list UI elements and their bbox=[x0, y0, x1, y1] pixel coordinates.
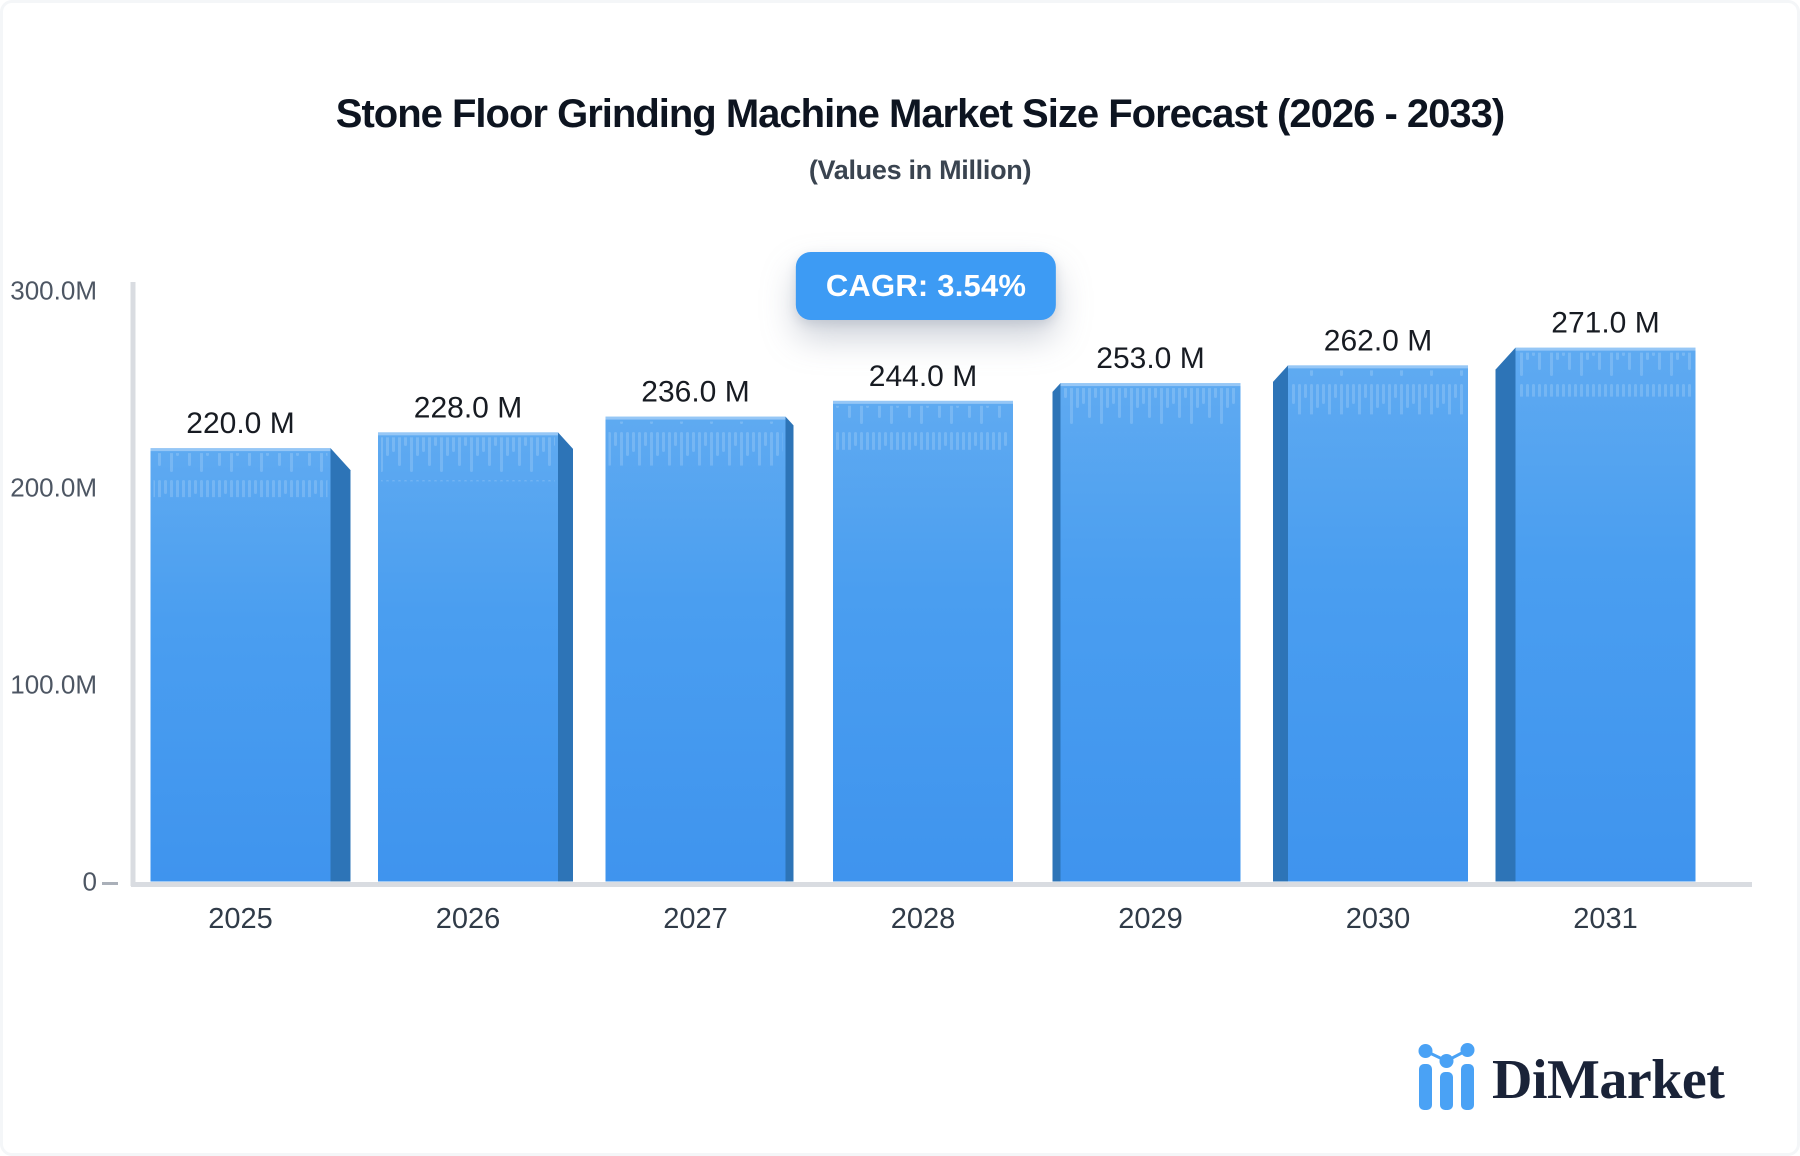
bar-2031[interactable] bbox=[1515, 347, 1696, 882]
bar-top-highlight bbox=[833, 400, 1013, 404]
bar-side-face bbox=[330, 448, 351, 882]
chart-header: Stone Floor Grinding Machine Market Size… bbox=[20, 92, 1800, 186]
bar-value-label: 236.0 M bbox=[641, 376, 749, 409]
chart-subtitle: (Values in Million) bbox=[808, 155, 1032, 185]
bar-top-texture bbox=[1518, 352, 1693, 397]
bar-top-highlight bbox=[1288, 365, 1468, 369]
chart-title: Stone Floor Grinding Machine Market Size… bbox=[335, 92, 1505, 136]
y-axis-tick-label: 100.0M bbox=[10, 670, 97, 700]
bar-group-2030: 262.0 M 2030 bbox=[1273, 324, 1468, 935]
logo-bar bbox=[1440, 1072, 1453, 1110]
logo-dot bbox=[1460, 1043, 1475, 1057]
bar-top-highlight bbox=[605, 416, 786, 420]
logo-dot bbox=[1418, 1044, 1433, 1058]
bar-top-highlight bbox=[1515, 347, 1696, 351]
bar-side-face bbox=[558, 432, 573, 882]
bar-side-face bbox=[1273, 365, 1288, 882]
bar-top-texture bbox=[1063, 388, 1238, 433]
brand-logo: DiMarket bbox=[1408, 1038, 1725, 1116]
x-axis-label: 2029 bbox=[1118, 903, 1183, 935]
bar-2027[interactable] bbox=[605, 416, 786, 882]
x-axis-label: 2030 bbox=[1346, 903, 1411, 935]
x-axis-label: 2027 bbox=[663, 903, 728, 935]
brand-name: DiMarket bbox=[1492, 1049, 1725, 1111]
bar-group-2025: 220.0 M 2025 bbox=[150, 407, 351, 935]
bar-top-texture bbox=[153, 453, 328, 498]
x-axis-label: 2031 bbox=[1573, 903, 1638, 935]
y-axis-tick-label: 200.0M bbox=[10, 473, 97, 503]
bar-top-highlight bbox=[1060, 383, 1241, 387]
bar-value-label: 220.0 M bbox=[186, 407, 294, 440]
cagr-badge: CAGR: 3.54% bbox=[795, 252, 1057, 320]
bar-side-face bbox=[785, 416, 794, 882]
bar-side-face bbox=[1052, 383, 1061, 882]
bar-group-2027: 236.0 M 2027 bbox=[605, 376, 794, 935]
bar-top-texture bbox=[1291, 370, 1465, 415]
x-axis-label: 2025 bbox=[208, 903, 273, 935]
bar-group-2029: 253.0 M 2029 bbox=[1052, 342, 1241, 935]
bar-top-highlight bbox=[150, 448, 331, 452]
dimarket-logo-icon bbox=[1418, 1043, 1475, 1110]
logo-bar bbox=[1461, 1064, 1474, 1110]
bar-2025[interactable] bbox=[150, 448, 331, 882]
bar-2028[interactable] bbox=[833, 400, 1013, 882]
bar-2026[interactable] bbox=[378, 432, 558, 882]
y-axis-tick-label: 0 bbox=[83, 867, 97, 897]
bar-top-texture bbox=[381, 437, 555, 482]
bar-2030[interactable] bbox=[1288, 365, 1468, 882]
bar-value-label: 244.0 M bbox=[869, 360, 977, 393]
bar-top-texture bbox=[836, 405, 1010, 450]
bar-value-label: 262.0 M bbox=[1324, 324, 1432, 357]
bar-group-2026: 228.0 M 2026 bbox=[378, 391, 573, 935]
bar-value-label: 271.0 M bbox=[1551, 307, 1659, 340]
bar-2029[interactable] bbox=[1060, 383, 1241, 882]
bar-value-label: 253.0 M bbox=[1096, 342, 1204, 375]
x-axis-label: 2028 bbox=[891, 903, 956, 935]
bar-group-2028: 244.0 M 2028 bbox=[833, 360, 1013, 935]
y-axis-tick-label: 300.0M bbox=[10, 276, 97, 306]
bar-group-2031: 271.0 M 2031 bbox=[1495, 307, 1696, 935]
bar-top-highlight bbox=[378, 432, 558, 436]
bar-side-face bbox=[1495, 347, 1516, 882]
bar-top-texture bbox=[608, 421, 783, 466]
logo-dot bbox=[1439, 1054, 1454, 1068]
logo-bar bbox=[1419, 1064, 1432, 1110]
bar-value-label: 228.0 M bbox=[414, 391, 522, 424]
x-axis-label: 2026 bbox=[436, 903, 501, 935]
